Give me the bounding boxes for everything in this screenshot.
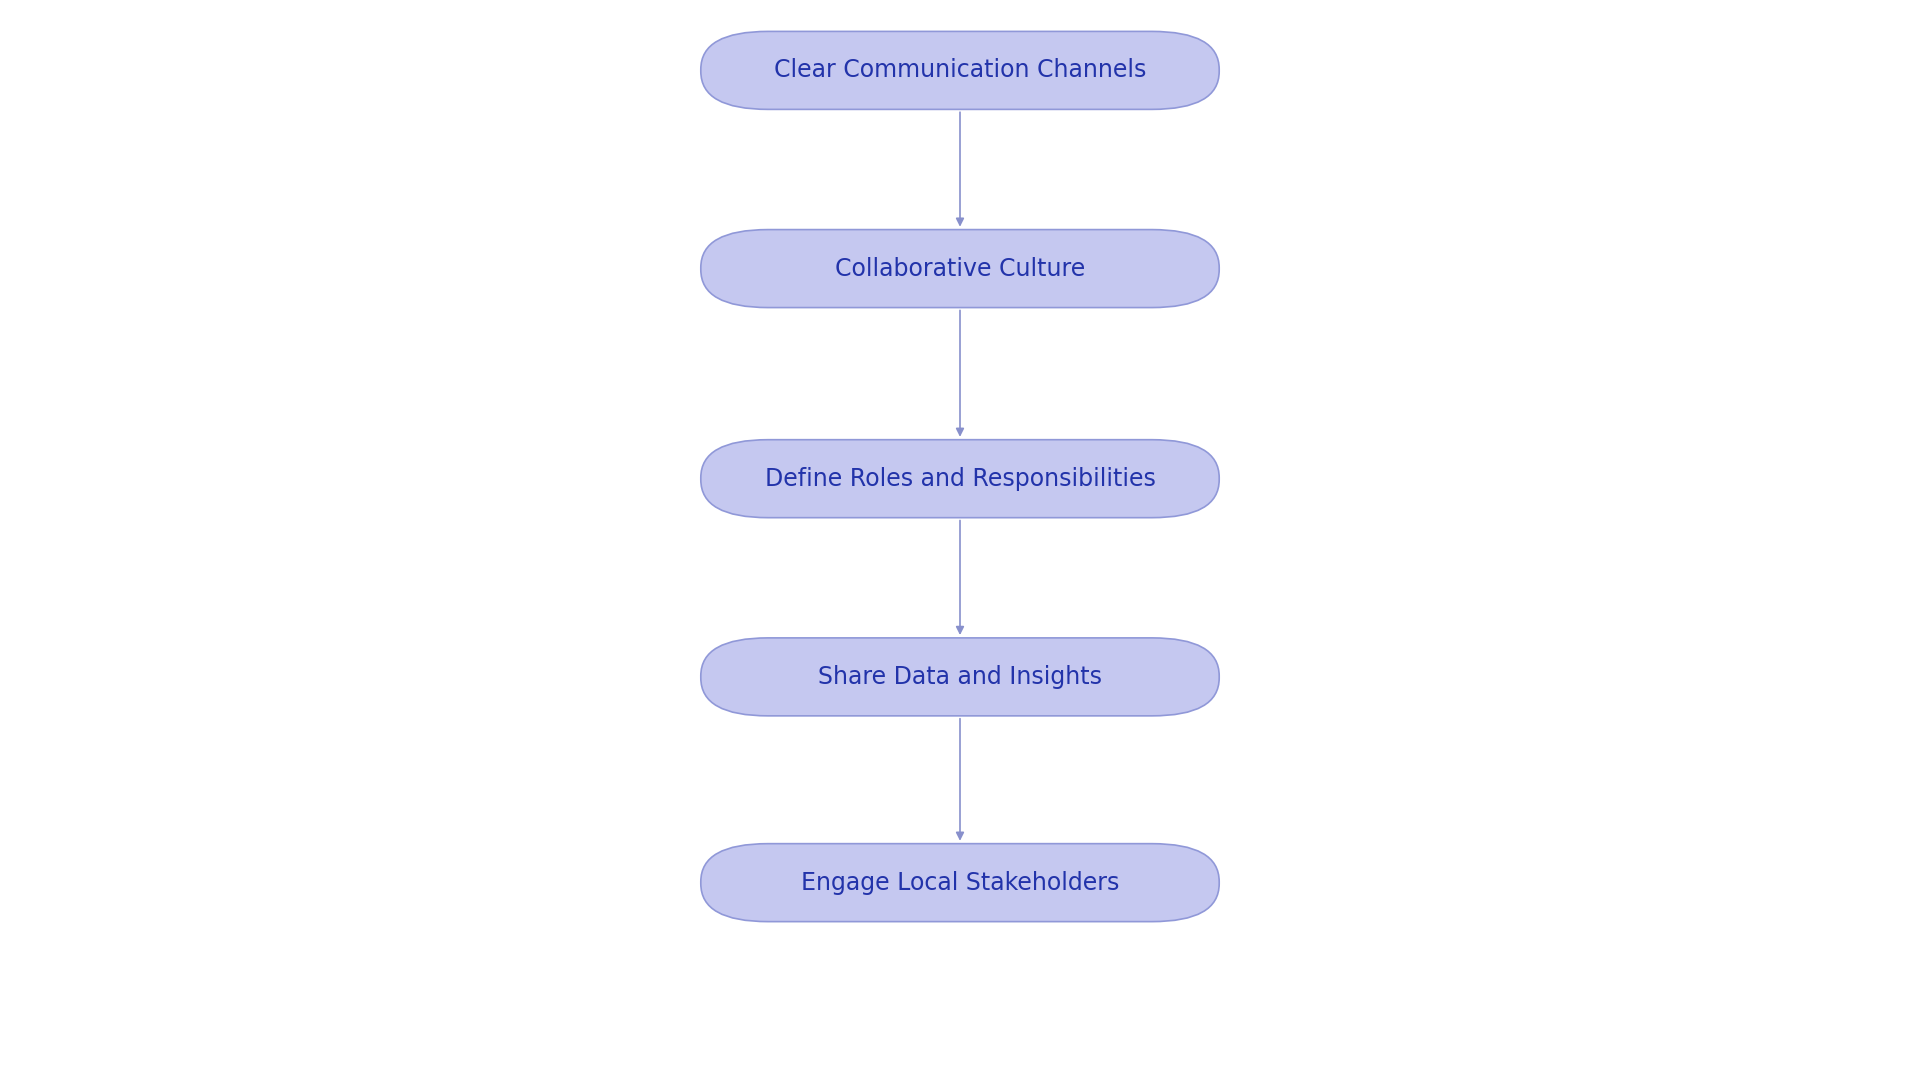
- FancyBboxPatch shape: [701, 638, 1219, 716]
- Text: Define Roles and Responsibilities: Define Roles and Responsibilities: [764, 467, 1156, 491]
- FancyBboxPatch shape: [701, 844, 1219, 922]
- Text: Engage Local Stakeholders: Engage Local Stakeholders: [801, 871, 1119, 895]
- FancyBboxPatch shape: [701, 31, 1219, 109]
- Text: Clear Communication Channels: Clear Communication Channels: [774, 58, 1146, 82]
- FancyBboxPatch shape: [701, 440, 1219, 518]
- Text: Share Data and Insights: Share Data and Insights: [818, 665, 1102, 689]
- Text: Collaborative Culture: Collaborative Culture: [835, 257, 1085, 280]
- FancyBboxPatch shape: [701, 230, 1219, 308]
